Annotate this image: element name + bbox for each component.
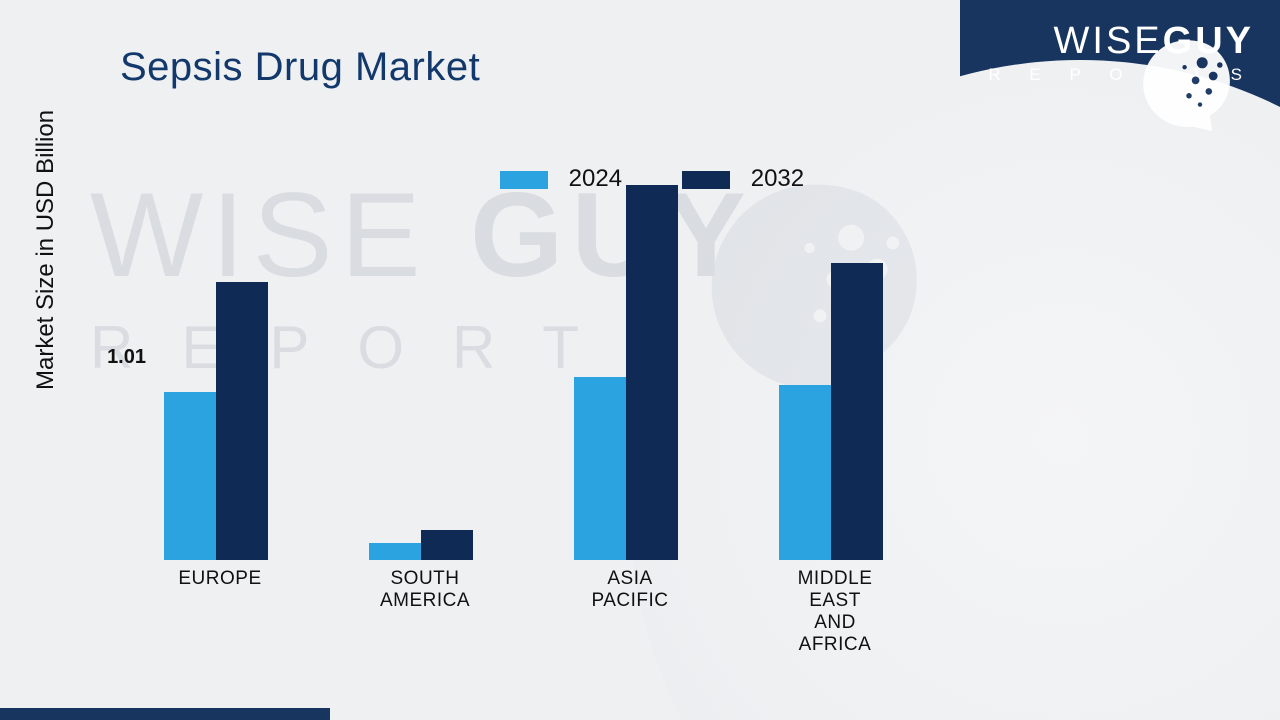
bar-2032 bbox=[626, 185, 678, 560]
bar-2032 bbox=[216, 282, 268, 560]
x-label: ASIAPACIFIC bbox=[560, 560, 700, 612]
bar-2024 bbox=[369, 543, 421, 560]
x-label: EUROPE bbox=[150, 560, 290, 590]
bar-2024 bbox=[164, 392, 216, 560]
bar-2032 bbox=[831, 263, 883, 560]
bar-2032 bbox=[421, 530, 473, 560]
chart-canvas: WISE GUY REPORTS Sepsis Drug Market Mark… bbox=[0, 0, 1280, 720]
brand-block: WISEGUY R E P O R T S bbox=[988, 22, 1254, 83]
chart-title: Sepsis Drug Market bbox=[120, 45, 480, 90]
x-label: SOUTHAMERICA bbox=[355, 560, 495, 612]
y-axis-label: Market Size in USD Billion bbox=[32, 110, 60, 390]
bottom-accent-bar bbox=[0, 708, 330, 720]
bar-2024 bbox=[779, 385, 831, 560]
plot-area: 1.01EUROPESOUTHAMERICAASIAPACIFICMIDDLEE… bbox=[130, 160, 910, 560]
x-label: MIDDLEEASTANDAFRICA bbox=[765, 560, 905, 655]
brand-head-icon bbox=[1134, 32, 1244, 142]
bar-2024 bbox=[574, 377, 626, 560]
value-label: 1.01 bbox=[107, 346, 146, 369]
